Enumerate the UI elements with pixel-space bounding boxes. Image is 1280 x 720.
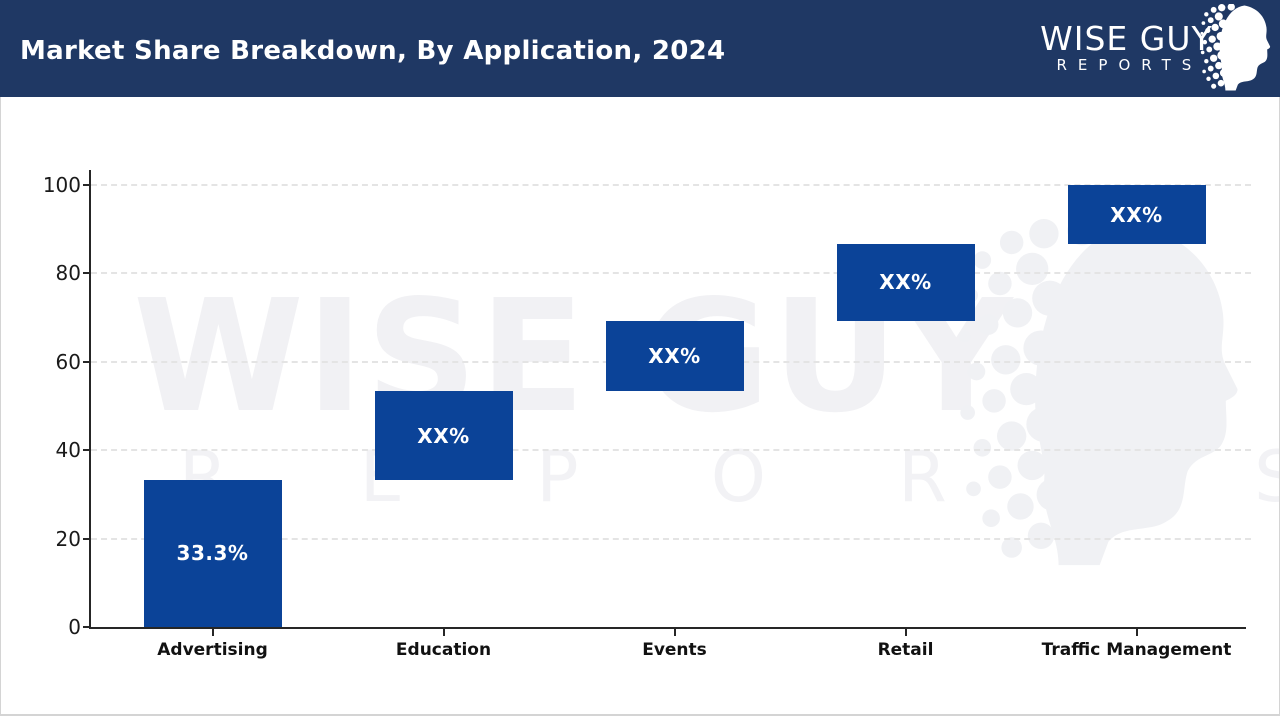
gridline-40 <box>91 449 1251 452</box>
x-axis-label-advertising: Advertising <box>157 640 268 660</box>
y-axis-line <box>89 170 91 629</box>
logo-brand-name: WISE GUY <box>1040 18 1213 58</box>
y-tick-label-80: 80 <box>55 261 81 286</box>
y-tick-80 <box>83 272 91 275</box>
x-tick-retail <box>904 629 907 636</box>
x-axis-label-education: Education <box>395 640 492 660</box>
waterfall-chart: 0 20 40 60 80 100 33.3% Advertising XX% Education… <box>1 97 1279 714</box>
bar-value-label-education: XX% <box>417 423 470 448</box>
logo-brand-sub: REPORTS <box>1056 56 1203 75</box>
bar-value-label-retail: XX% <box>879 270 932 295</box>
gridline-20 <box>91 537 1251 540</box>
x-tick-events <box>673 629 676 636</box>
y-tick-0 <box>83 626 91 628</box>
bar-segment-events: XX% <box>605 320 744 392</box>
chart-area: WISE GUY R E P O R T S 0 20 40 60 80 100 33.3%… <box>0 97 1280 716</box>
bar-segment-education: XX% <box>374 391 513 480</box>
y-tick-60 <box>83 360 91 363</box>
x-tick-advertising <box>211 629 214 636</box>
x-tick-traffic-management <box>1135 629 1138 636</box>
page-title: Market Share Breakdown, By Application, … <box>20 36 726 66</box>
y-tick-label-100: 100 <box>42 173 81 197</box>
bar-segment-advertising: 33.3% <box>143 479 282 627</box>
gridline-80 <box>91 272 1251 275</box>
y-tick-20 <box>83 537 91 540</box>
gridline-100 <box>91 184 1251 186</box>
bar-value-label-events: XX% <box>648 344 701 369</box>
y-tick-40 <box>83 449 91 452</box>
bar-value-label-advertising: 33.3% <box>176 541 249 566</box>
y-tick-label-20: 20 <box>55 526 81 551</box>
y-tick-100 <box>83 184 91 186</box>
bar-segment-retail: XX% <box>836 244 975 321</box>
x-axis-label-retail: Retail <box>877 640 934 660</box>
x-axis-label-traffic-management: Traffic Management <box>1041 640 1232 660</box>
header-banner: Market Share Breakdown, By Application, … <box>0 0 1280 97</box>
y-tick-label-0: 0 <box>68 615 81 639</box>
bar-segment-traffic-management: XX% <box>1067 185 1206 245</box>
wiseguy-logo-text: WISE GUY REPORTS <box>1040 18 1213 75</box>
x-axis-line <box>89 627 1246 629</box>
x-axis-label-events: Events <box>642 640 707 660</box>
y-tick-label-40: 40 <box>55 438 81 463</box>
bar-value-label-traffic-management: XX% <box>1110 202 1163 227</box>
x-tick-education <box>442 629 445 636</box>
y-tick-label-60: 60 <box>55 349 81 374</box>
wiseguy-logo: WISE GUY REPORTS <box>1040 4 1272 92</box>
